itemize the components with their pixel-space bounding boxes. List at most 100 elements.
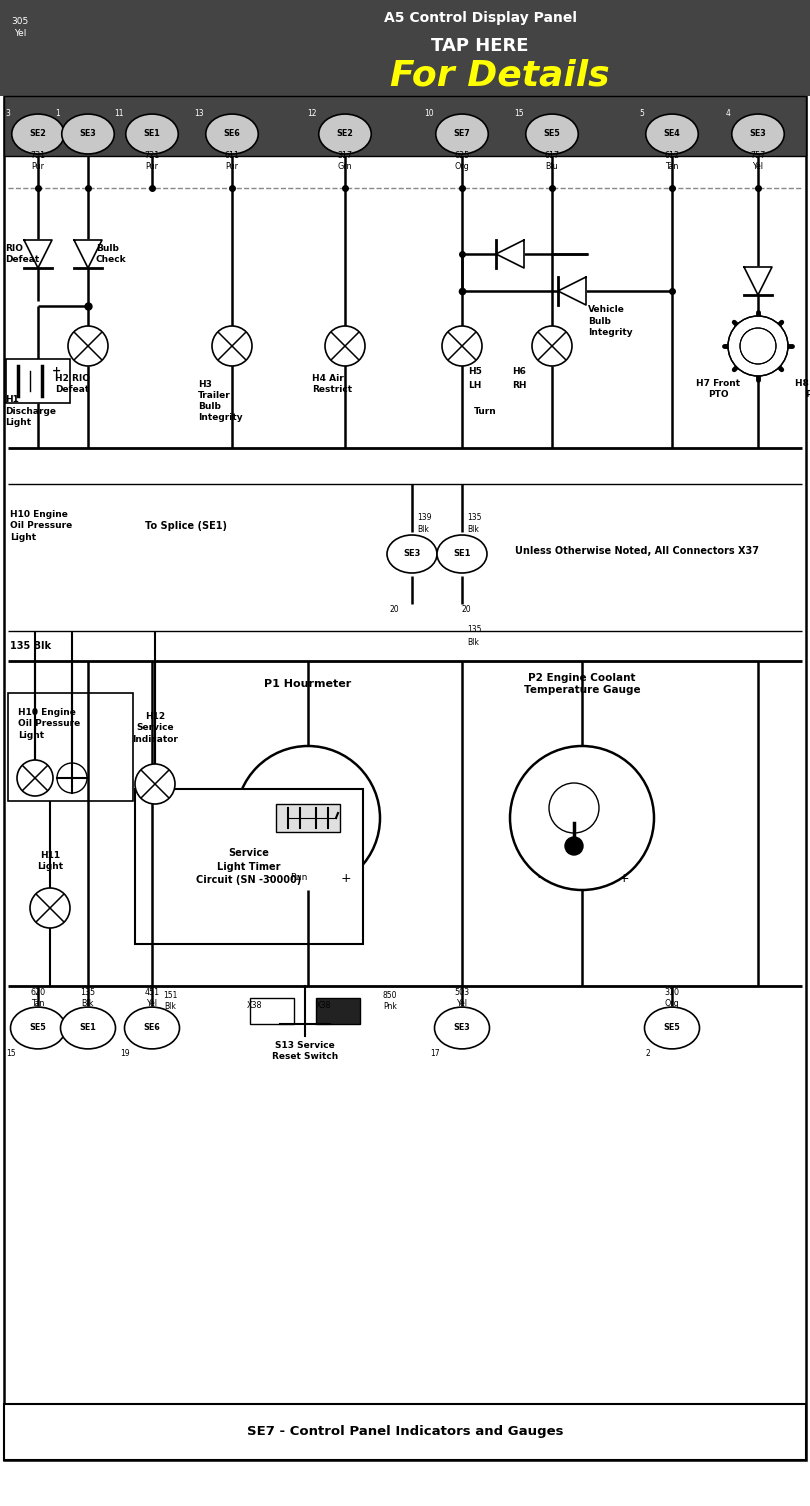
Text: 15: 15 xyxy=(514,108,524,117)
Text: 13: 13 xyxy=(194,108,204,117)
Bar xyxy=(0,0,810,96)
Ellipse shape xyxy=(731,114,784,154)
Text: H1
Discharge
Light: H1 Discharge Light xyxy=(5,396,56,426)
Text: 850
Pnk: 850 Pnk xyxy=(383,991,397,1011)
Text: SE7 - Control Panel Indicators and Gauges: SE7 - Control Panel Indicators and Gauge… xyxy=(247,1425,563,1438)
Polygon shape xyxy=(74,239,102,268)
Text: For Details: For Details xyxy=(390,59,610,93)
Text: -: - xyxy=(268,872,272,884)
Circle shape xyxy=(17,761,53,797)
Text: 20: 20 xyxy=(461,604,471,613)
Text: SE1: SE1 xyxy=(454,550,471,559)
Text: SE5: SE5 xyxy=(544,130,561,139)
Bar xyxy=(250,998,294,1024)
Text: 139: 139 xyxy=(417,514,432,523)
Text: P2 Engine Coolant
Temperature Gauge: P2 Engine Coolant Temperature Gauge xyxy=(524,673,641,694)
Text: 20: 20 xyxy=(389,604,399,613)
Text: X38: X38 xyxy=(316,1001,331,1011)
Text: 151
Blk: 151 Blk xyxy=(163,991,177,1011)
Text: S13 Service
Reset Switch: S13 Service Reset Switch xyxy=(272,1041,338,1062)
Bar xyxy=(316,998,360,1024)
Text: 503
Yel: 503 Yel xyxy=(454,988,470,1008)
Text: P1 Hourmeter: P1 Hourmeter xyxy=(264,679,352,690)
Text: SE1: SE1 xyxy=(79,1024,96,1033)
Text: 3: 3 xyxy=(5,108,10,117)
Text: Yel: Yel xyxy=(14,30,26,39)
Circle shape xyxy=(57,764,87,794)
Ellipse shape xyxy=(646,114,698,154)
Text: H4 Air
Restrict: H4 Air Restrict xyxy=(312,373,352,395)
Circle shape xyxy=(510,745,654,890)
Text: 135
Blk: 135 Blk xyxy=(80,988,96,1008)
Text: 5: 5 xyxy=(639,108,644,117)
Text: SE4: SE4 xyxy=(663,130,680,139)
Ellipse shape xyxy=(434,1008,489,1048)
Circle shape xyxy=(236,745,380,890)
Ellipse shape xyxy=(206,114,258,154)
Text: 757
Yel: 757 Yel xyxy=(750,151,765,170)
Text: SE1: SE1 xyxy=(143,130,160,139)
Text: SE6: SE6 xyxy=(224,130,241,139)
Ellipse shape xyxy=(126,114,178,154)
Ellipse shape xyxy=(436,114,488,154)
Text: A5 Control Display Panel: A5 Control Display Panel xyxy=(383,11,577,26)
Text: 11: 11 xyxy=(114,108,124,117)
Text: RIO
Defeat: RIO Defeat xyxy=(5,244,39,264)
Ellipse shape xyxy=(645,1008,700,1048)
Text: 451
Yel: 451 Yel xyxy=(144,988,160,1008)
Text: H8 Rear
PTO: H8 Rear PTO xyxy=(795,380,810,399)
Text: 15: 15 xyxy=(6,1050,16,1059)
Text: +: + xyxy=(619,872,629,884)
Circle shape xyxy=(135,764,175,804)
Text: 731
Pur: 731 Pur xyxy=(31,151,45,170)
Text: Vehicle
Bulb
Integrity: Vehicle Bulb Integrity xyxy=(588,306,633,337)
Bar xyxy=(276,804,340,831)
Text: 305: 305 xyxy=(11,17,28,26)
Text: Run: Run xyxy=(290,873,307,883)
Circle shape xyxy=(212,325,252,366)
Bar xyxy=(6,358,70,404)
Text: SE2: SE2 xyxy=(337,130,353,139)
Text: SE3: SE3 xyxy=(454,1024,471,1033)
Circle shape xyxy=(325,325,365,366)
Text: 620
Tan: 620 Tan xyxy=(31,988,45,1008)
Text: H3
Trailer
Bulb
Integrity: H3 Trailer Bulb Integrity xyxy=(198,380,243,422)
Ellipse shape xyxy=(11,1008,66,1048)
Bar xyxy=(8,693,133,801)
Text: Blk: Blk xyxy=(467,526,479,535)
Text: Turn: Turn xyxy=(474,407,497,416)
Text: H6: H6 xyxy=(512,366,526,375)
Text: 612
Tan: 612 Tan xyxy=(664,151,680,170)
Text: TAP HERE: TAP HERE xyxy=(431,38,529,56)
Text: SE5: SE5 xyxy=(30,1024,46,1033)
Polygon shape xyxy=(744,267,772,295)
Polygon shape xyxy=(496,239,524,268)
Text: H12
Service
Indicator: H12 Service Indicator xyxy=(132,712,178,744)
Text: H11
Light: H11 Light xyxy=(37,851,63,870)
Text: 310
Org: 310 Org xyxy=(664,988,680,1008)
Text: +: + xyxy=(51,366,61,376)
Polygon shape xyxy=(24,239,52,268)
Text: SE2: SE2 xyxy=(29,130,46,139)
Ellipse shape xyxy=(12,114,64,154)
Text: SE3: SE3 xyxy=(79,130,96,139)
Text: 4: 4 xyxy=(725,108,730,117)
Text: SE3: SE3 xyxy=(403,550,420,559)
Text: 19: 19 xyxy=(121,1050,130,1059)
Text: Bulb
Check: Bulb Check xyxy=(96,244,126,264)
Circle shape xyxy=(30,889,70,928)
Circle shape xyxy=(728,316,788,376)
Bar xyxy=(4,96,806,157)
Text: H5: H5 xyxy=(468,366,482,375)
Circle shape xyxy=(565,837,583,855)
Text: Blk: Blk xyxy=(417,526,428,535)
Circle shape xyxy=(68,325,108,366)
Bar xyxy=(4,1404,806,1459)
Text: RH: RH xyxy=(512,381,526,390)
Circle shape xyxy=(740,328,776,364)
Text: 617
Blu: 617 Blu xyxy=(544,151,560,170)
Text: 317
Grn: 317 Grn xyxy=(338,151,352,170)
Ellipse shape xyxy=(61,1008,116,1048)
Text: SE6: SE6 xyxy=(143,1024,160,1033)
Ellipse shape xyxy=(387,535,437,572)
